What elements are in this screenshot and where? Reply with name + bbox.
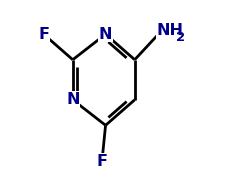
Text: 2: 2 — [176, 31, 185, 44]
Text: F: F — [96, 154, 107, 169]
Text: NH: NH — [157, 23, 184, 38]
Text: N: N — [99, 27, 112, 42]
Text: F: F — [38, 27, 49, 42]
Text: N: N — [66, 92, 79, 107]
